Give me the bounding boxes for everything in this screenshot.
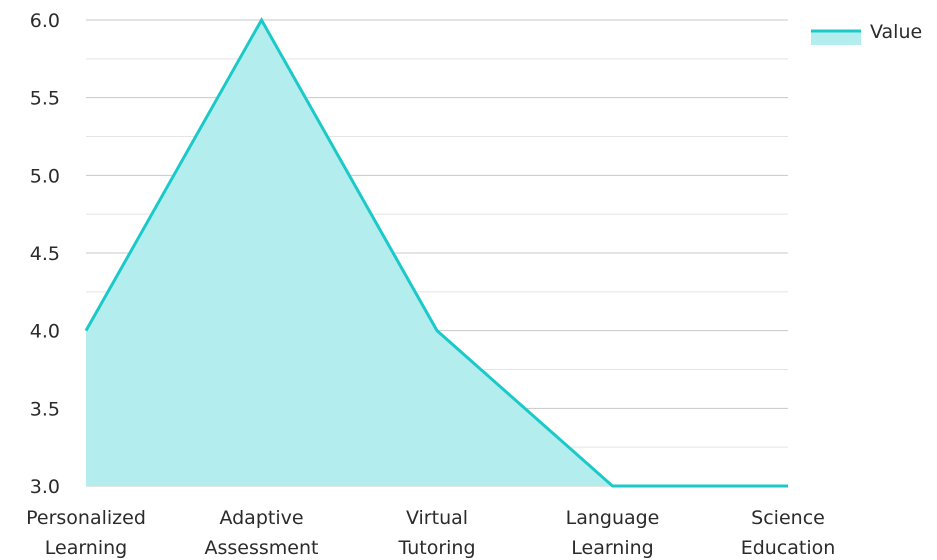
x-tick-label: Science Education bbox=[741, 507, 836, 559]
y-tick-label: 4.0 bbox=[30, 321, 60, 343]
y-tick-label: 5.5 bbox=[30, 88, 60, 110]
legend[interactable]: Value bbox=[811, 21, 922, 45]
x-tick-label: Personalized Learning bbox=[26, 507, 146, 559]
legend-swatch-fill bbox=[811, 31, 861, 45]
y-tick-label: 5.0 bbox=[30, 165, 60, 187]
y-tick-label: 6.0 bbox=[30, 10, 60, 32]
y-tick-label: 3.0 bbox=[30, 476, 60, 498]
series-line bbox=[84, 16, 788, 488]
x-tick-label: Virtual Tutoring bbox=[397, 507, 475, 559]
y-tick-label: 3.5 bbox=[30, 398, 60, 420]
x-tick-label: Adaptive Assessment bbox=[205, 507, 319, 559]
legend-label: Value bbox=[870, 21, 922, 43]
x-axis: Personalized Learning Adaptive Assessment Vi… bbox=[26, 507, 835, 559]
x-tick-label: Language Learning bbox=[566, 507, 660, 559]
area-layer bbox=[84, 16, 788, 488]
y-axis: 3.0 3.5 4.0 4.5 5.0 5.5 6.0 bbox=[30, 10, 60, 498]
y-tick-label: 4.5 bbox=[30, 243, 60, 265]
series-area-fill bbox=[86, 20, 788, 486]
